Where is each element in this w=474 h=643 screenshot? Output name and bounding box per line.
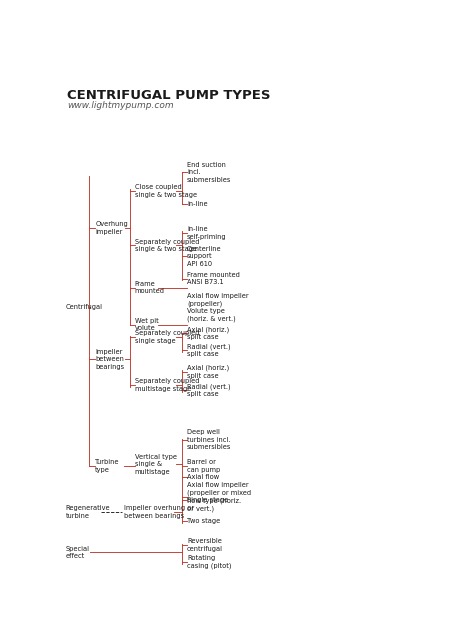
Text: Close coupled
single & two stage: Close coupled single & two stage xyxy=(135,185,197,198)
Text: Centerline
support
API 610: Centerline support API 610 xyxy=(187,246,222,267)
Text: Axial (horiz.)
split case: Axial (horiz.) split case xyxy=(187,326,229,340)
Text: Radial (vert.)
split case: Radial (vert.) split case xyxy=(187,383,231,397)
Text: End suction
incl.
submersibles: End suction incl. submersibles xyxy=(187,162,231,183)
Text: Separately coupled
single stage: Separately coupled single stage xyxy=(135,331,199,344)
Text: Rotating
casing (pitot): Rotating casing (pitot) xyxy=(187,556,232,569)
Text: Frame
mounted: Frame mounted xyxy=(135,281,164,294)
Text: Deep well
turbines incl.
submersibles: Deep well turbines incl. submersibles xyxy=(187,429,231,450)
Text: CENTRIFUGAL PUMP TYPES: CENTRIFUGAL PUMP TYPES xyxy=(67,89,271,102)
Text: www.lightmypump.com: www.lightmypump.com xyxy=(67,102,174,111)
Text: Special
effect: Special effect xyxy=(66,546,90,559)
Text: Frame mounted
ANSI B73.1: Frame mounted ANSI B73.1 xyxy=(187,272,240,285)
Text: in-line: in-line xyxy=(187,201,208,208)
Text: Radial (vert.)
split case: Radial (vert.) split case xyxy=(187,343,231,358)
Text: Axial flow: Axial flow xyxy=(187,474,219,480)
Text: Turbine
type: Turbine type xyxy=(95,459,120,473)
Text: Separately coupled
multistage stage: Separately coupled multistage stage xyxy=(135,378,199,392)
Text: Overhung
impeller: Overhung impeller xyxy=(95,221,128,235)
Text: Axial flow impeller
(propeller or mixed
flow type (horiz.
or vert.): Axial flow impeller (propeller or mixed … xyxy=(187,482,251,512)
Text: Single stage: Single stage xyxy=(187,498,228,503)
Text: in-line
self-priming: in-line self-priming xyxy=(187,226,227,240)
Text: Impeller overhung or
between bearings: Impeller overhung or between bearings xyxy=(124,505,194,519)
Text: Axial flow impeller
(propeller)
Volute type
(horiz. & vert.): Axial flow impeller (propeller) Volute t… xyxy=(187,293,249,322)
Text: Centrifugal: Centrifugal xyxy=(66,304,103,311)
Text: Barrel or
can pump: Barrel or can pump xyxy=(187,459,220,473)
Text: Wet pit
volute: Wet pit volute xyxy=(135,318,158,331)
Text: Separately coupled
single & two stage: Separately coupled single & two stage xyxy=(135,239,199,252)
Text: Axial (horiz.)
split case: Axial (horiz.) split case xyxy=(187,365,229,379)
Text: Impeller
between
bearings: Impeller between bearings xyxy=(95,349,124,370)
Text: Two stage: Two stage xyxy=(187,518,220,524)
Text: Regenerative
turbine: Regenerative turbine xyxy=(66,505,110,519)
Text: Vertical type
single &
multistage: Vertical type single & multistage xyxy=(135,454,176,475)
Text: Reversible
centrifugal: Reversible centrifugal xyxy=(187,538,223,552)
